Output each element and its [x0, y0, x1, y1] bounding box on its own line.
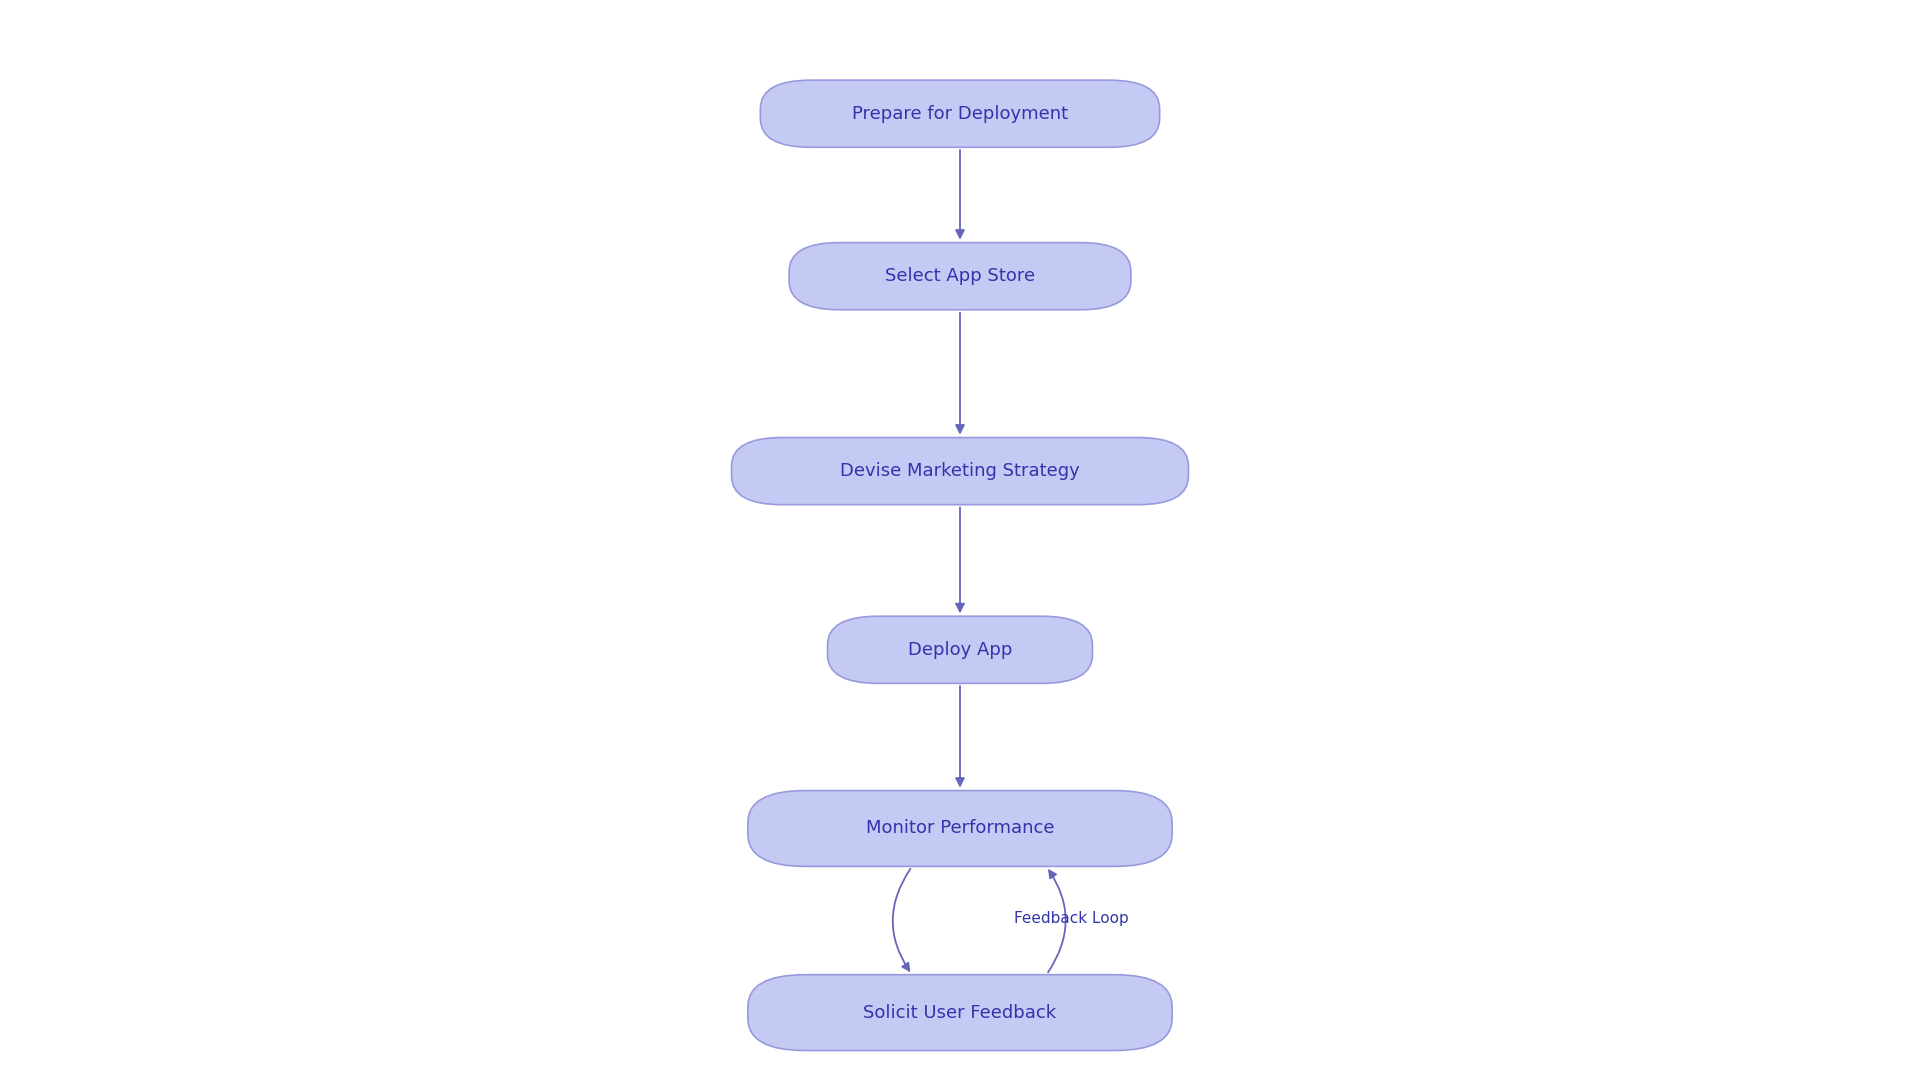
FancyBboxPatch shape	[789, 243, 1131, 310]
FancyBboxPatch shape	[749, 975, 1171, 1051]
FancyBboxPatch shape	[732, 438, 1188, 505]
FancyBboxPatch shape	[749, 791, 1171, 866]
Text: Monitor Performance: Monitor Performance	[866, 820, 1054, 837]
Text: Feedback Loop: Feedback Loop	[1014, 911, 1129, 926]
FancyBboxPatch shape	[828, 616, 1092, 683]
Text: Deploy App: Deploy App	[908, 641, 1012, 658]
Text: Devise Marketing Strategy: Devise Marketing Strategy	[841, 462, 1079, 480]
Text: Prepare for Deployment: Prepare for Deployment	[852, 105, 1068, 122]
Text: Select App Store: Select App Store	[885, 268, 1035, 285]
FancyBboxPatch shape	[760, 80, 1160, 147]
Text: Solicit User Feedback: Solicit User Feedback	[864, 1004, 1056, 1021]
